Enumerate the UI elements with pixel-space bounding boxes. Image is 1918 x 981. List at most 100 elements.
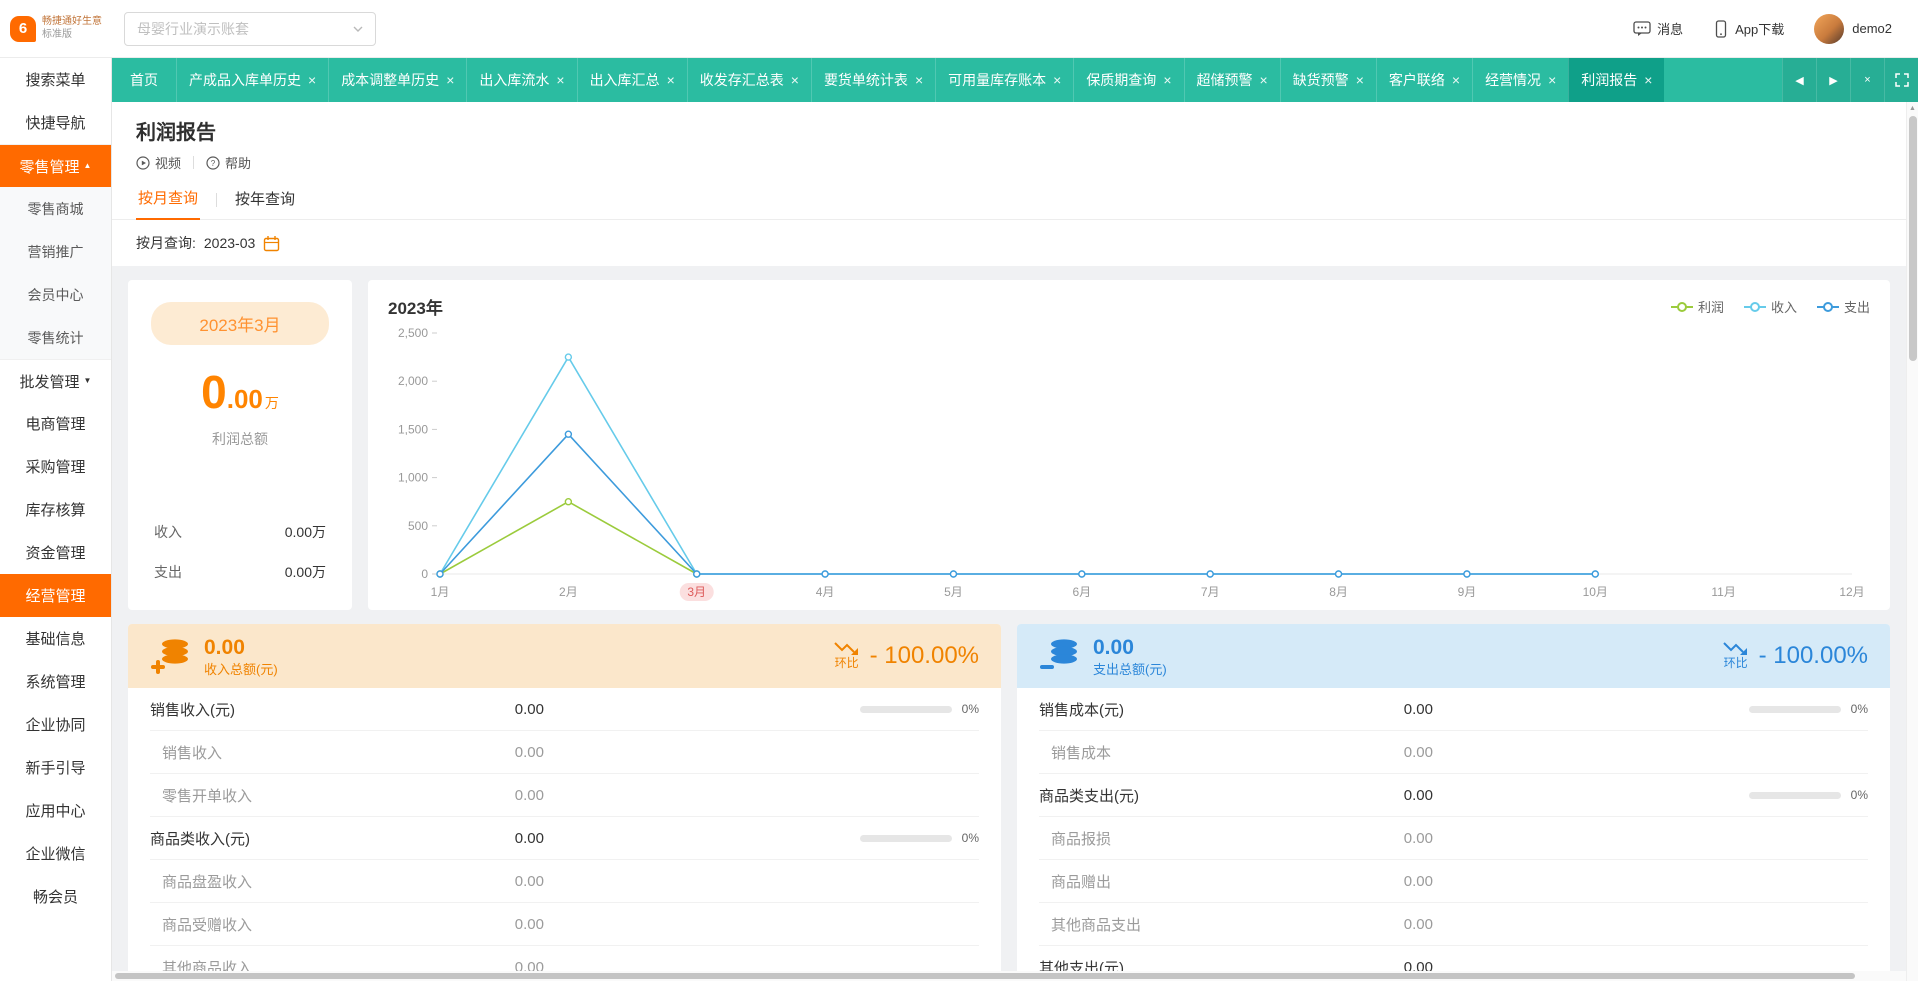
sidebar-item-changmember[interactable]: 畅会员 (32, 889, 78, 906)
sidebar-item-basic-info[interactable]: 基础信息 (25, 631, 86, 648)
month-picker-label: 按月查询: (136, 235, 196, 251)
legend-expense[interactable]: 支出 (1816, 297, 1870, 316)
video-icon (136, 155, 150, 170)
tab-item[interactable]: 保质期查询 × (1073, 58, 1183, 102)
income-ratio-value: - 100.00% (869, 642, 979, 669)
expense-table: 销售成本(元) 0.00 0% 销售成本 0.00 商品类支出(元) 0.00 0% 商品… (1017, 688, 1890, 971)
horizontal-scrollbar-thumb[interactable] (115, 973, 1856, 979)
sidebar-item-quick-nav[interactable]: 快捷导航 (25, 115, 86, 132)
tab-item[interactable]: 出入库流水 × (466, 58, 576, 102)
account-select-value: 母婴行业演示账套 (137, 20, 249, 37)
tab-item[interactable]: 经营情况 × (1472, 58, 1568, 102)
tab-item[interactable]: 可用量库存账本 × (935, 58, 1073, 102)
sidebar-item-system[interactable]: 系统管理 (25, 674, 86, 691)
sidebar-item-retail-mall[interactable]: 零售商城 (0, 187, 111, 230)
sidebar-item-ecommerce[interactable]: 电商管理 (25, 416, 86, 433)
sidebar-item-operation[interactable]: 经营管理 (0, 574, 111, 617)
close-icon[interactable]: × (1451, 72, 1461, 88)
close-icon[interactable]: × (666, 72, 675, 88)
messages-button[interactable]: 消息 (1633, 19, 1683, 38)
table-row: 销售收入(元) 0.00 0% (150, 688, 979, 731)
tab-item[interactable]: 成本调整单历史 × (328, 58, 466, 102)
tab-item[interactable]: 出入库汇总 × (576, 58, 687, 102)
tab-yearly-query[interactable]: 按年查询 (235, 191, 296, 208)
profit-total-value: 0.00 万 (201, 366, 279, 418)
month-picker-value[interactable]: 2023-03 (203, 235, 256, 251)
close-icon[interactable]: × (1259, 72, 1268, 88)
sidebar-item-retail[interactable]: 零售管理 ▲ (0, 144, 111, 187)
tab-home[interactable]: 首页 (130, 72, 158, 88)
summary-expense-row: 支出 0.00万 (154, 564, 326, 580)
sidebar-item-beginner-guide[interactable]: 新手引导 (25, 760, 86, 777)
table-row: 销售收入 0.00 (150, 731, 979, 774)
sidebar-item-app-center[interactable]: 应用中心 (25, 803, 86, 820)
progress-bar (1748, 705, 1841, 713)
tab-monthly-query[interactable]: 按月查询 (136, 187, 201, 220)
sidebar-item-wholesale[interactable]: 批发管理 ▼ (0, 359, 111, 402)
svg-text:2,000: 2,000 (398, 374, 428, 388)
expense-total-label: 支出总额(元) (1093, 661, 1167, 677)
tab-item[interactable]: 收发存汇总表 × (686, 58, 811, 102)
table-row: 商品报损 0.00 (1039, 817, 1868, 860)
tab-item-active[interactable]: 利润报告 × (1568, 58, 1665, 102)
close-icon[interactable]: × (1644, 72, 1653, 88)
close-icon[interactable]: × (1548, 72, 1557, 88)
legend-income[interactable]: 收入 (1743, 297, 1797, 316)
table-row: 零售开单收入 0.00 (150, 774, 979, 817)
vertical-scrollbar-thumb[interactable] (1909, 116, 1917, 361)
sidebar-item-inventory[interactable]: 库存核算 (25, 502, 86, 519)
calendar-icon[interactable] (263, 235, 280, 252)
brand-logo[interactable]: 6 畅捷通好生意 标准版 (0, 0, 112, 58)
progress-bar (859, 705, 952, 713)
close-icon[interactable]: × (1355, 72, 1364, 88)
scroll-tabs-left-button[interactable]: ◀ (1782, 58, 1816, 102)
chart-header: 2023年 利润 收入 支出 (388, 294, 1870, 319)
sidebar-item-funds[interactable]: 资金管理 (25, 545, 86, 562)
vertical-scrollbar[interactable]: ▲ (1906, 102, 1918, 981)
close-icon[interactable]: × (1053, 72, 1062, 88)
close-icon[interactable]: × (556, 72, 565, 88)
scroll-tabs-right-button[interactable]: ▶ (1816, 58, 1850, 102)
close-icon[interactable]: × (308, 72, 317, 88)
close-icon[interactable]: × (1163, 72, 1172, 88)
sidebar-item-marketing[interactable]: 营销推广 (0, 230, 111, 273)
sidebar-item-retail-stats[interactable]: 零售统计 (0, 316, 111, 359)
scroll-up-icon[interactable]: ▲ (1909, 105, 1916, 112)
expense-ratio-value: - 100.00% (1758, 642, 1868, 669)
svg-text:1,500: 1,500 (398, 422, 428, 436)
table-row: 商品受赠收入 0.00 (150, 903, 979, 946)
sidebar-item-enterprise-collab[interactable]: 企业协同 (25, 717, 86, 734)
video-link[interactable]: 视频 (136, 153, 181, 172)
close-all-tabs-button[interactable]: × (1850, 58, 1884, 102)
summary-rows: 收入 0.00万 支出 0.00万 (144, 522, 336, 594)
sidebar-item-search-menu[interactable]: 搜索菜单 (25, 72, 86, 89)
chart-title: 2023年 (388, 299, 443, 318)
help-link[interactable]: ? 帮助 (206, 153, 251, 172)
trend-down-icon (1722, 642, 1747, 656)
account-select[interactable]: 母婴行业演示账套 (124, 11, 376, 46)
svg-text:10月: 10月 (1583, 585, 1608, 599)
tab-item[interactable]: 缺货预警 × (1279, 58, 1376, 102)
close-icon[interactable]: × (446, 72, 455, 88)
close-icon[interactable]: × (914, 72, 924, 88)
table-row: 商品赠出 0.00 (1039, 860, 1868, 903)
tab-item[interactable]: 超储预警 × (1183, 58, 1280, 102)
close-icon[interactable]: × (790, 72, 799, 88)
tab-item[interactable]: 客户联络 × (1375, 58, 1472, 102)
help-icon: ? (206, 155, 220, 170)
tab-item[interactable]: 要货单统计表 × (810, 58, 935, 102)
progress-bar (1748, 791, 1841, 799)
user-menu[interactable]: demo2 (1814, 13, 1892, 44)
sidebar-item-purchase[interactable]: 采购管理 (25, 459, 86, 476)
tab-item[interactable]: 产成品入库单历史 × (176, 58, 328, 102)
horizontal-scrollbar[interactable] (112, 971, 1906, 981)
sidebar-item-wecom[interactable]: 企业微信 (25, 846, 86, 863)
main-content: 利润报告 视频 ? 帮助 按月查询 按年查询 按月查询: 2023-03 (112, 102, 1906, 971)
legend-profit[interactable]: 利润 (1670, 297, 1724, 316)
app-download-button[interactable]: App下载 (1713, 19, 1784, 38)
sidebar-item-member-center[interactable]: 会员中心 (0, 273, 111, 316)
table-row: 销售成本 0.00 (1039, 731, 1868, 774)
divider (216, 193, 218, 207)
messages-label: 消息 (1657, 22, 1684, 37)
fullscreen-button[interactable] (1884, 58, 1918, 102)
